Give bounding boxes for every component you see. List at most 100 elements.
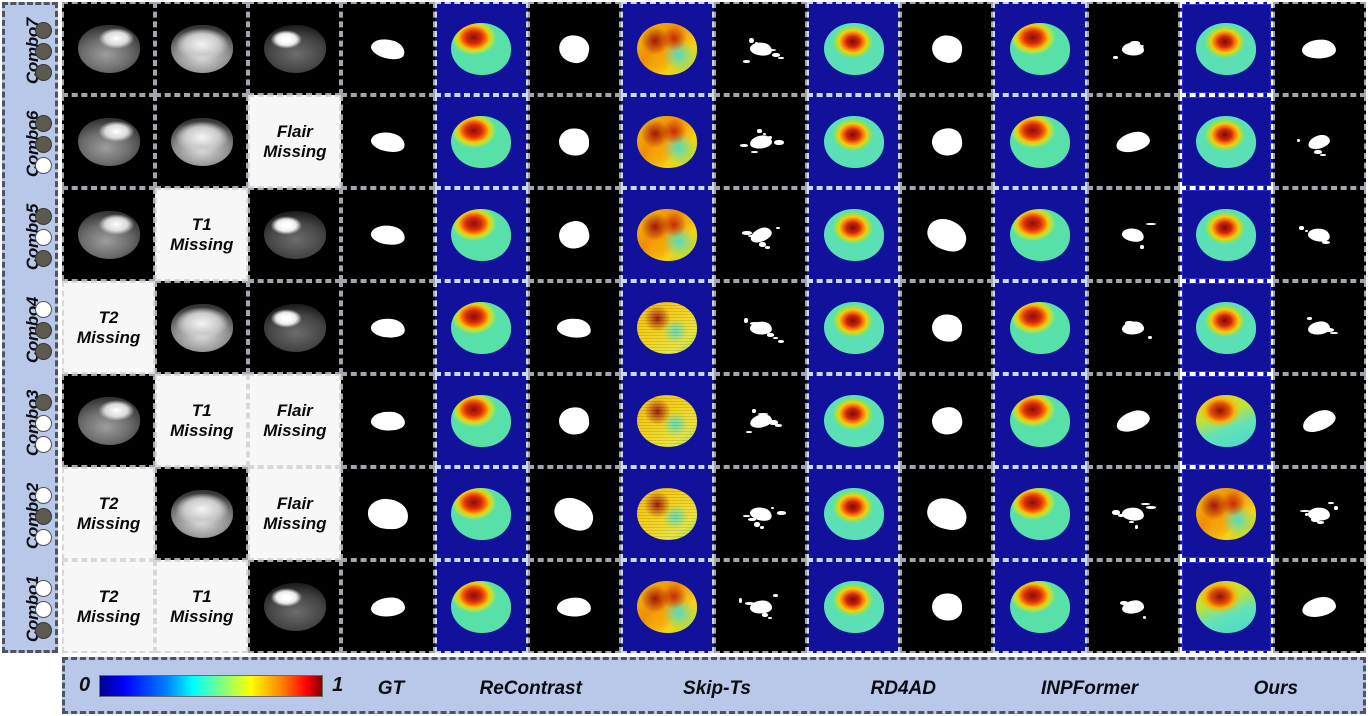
mask-speck (764, 245, 770, 249)
mask-speck (1324, 327, 1335, 332)
heatmap-cell-inpformer (993, 560, 1087, 653)
missing-modality-cell-t2: T2 Missing (62, 281, 156, 374)
mask-shape (557, 405, 591, 436)
prediction-cell-rd4ad (900, 281, 994, 374)
heatmap-cell-ours (1179, 374, 1273, 467)
mask-speck (772, 336, 778, 339)
heatmap-cell-recontrast (434, 281, 528, 374)
colorbar-min-label: 0 (79, 674, 91, 696)
mask-speck (762, 415, 766, 419)
mask-shape (368, 34, 408, 63)
mask-shape (367, 497, 409, 530)
anomaly-heatmap-warmC (1196, 22, 1257, 75)
mask-speck (1126, 604, 1133, 607)
modality-dot-flair-off (35, 529, 52, 546)
segmentation-mask (360, 212, 416, 258)
mask-speck (1118, 513, 1125, 517)
heatmap-cell-ours (1179, 560, 1273, 653)
mask-speck (1125, 320, 1135, 325)
prediction-cell-skip-ts (714, 374, 808, 467)
mask-shape (931, 592, 963, 621)
combo-row-combo5: Combo5 (5, 191, 61, 284)
input-modality-cell-flair-mri (248, 560, 342, 653)
mask-shape (930, 33, 964, 64)
prediction-cell-rd4ad (900, 467, 994, 560)
mask-speck (1113, 55, 1119, 59)
mask-speck (1322, 240, 1331, 244)
mask-speck (1130, 40, 1141, 45)
mask-shape (929, 404, 965, 437)
t2-mri-image (77, 117, 140, 166)
segmentation-mask (546, 305, 602, 351)
heatmap-cell-rd4ad (807, 374, 901, 467)
anomaly-heatmap-warmTL (1009, 301, 1070, 354)
colorbar-gradient (99, 674, 324, 697)
heatmap-cell-rd4ad (807, 281, 901, 374)
modality-dot-t2-on (35, 394, 52, 411)
t2-mri-image (77, 210, 140, 259)
flair-mri-image (263, 210, 326, 259)
missing-modality-cell-t1: T1 Missing (155, 188, 249, 281)
segmentation-mask (360, 26, 416, 72)
anomaly-heatmap-warmC (1196, 115, 1257, 168)
mask-speck (1143, 615, 1147, 619)
heatmap-cell-inpformer (993, 374, 1087, 467)
prediction-cell-skip-ts (714, 560, 808, 653)
modality-dot-t2-off (35, 580, 52, 597)
input-modality-cell-t2-mri (62, 188, 156, 281)
anomaly-heatmap-warmTL (1009, 580, 1070, 633)
prediction-cell-inpformer (1086, 95, 1180, 188)
modality-dot-flair-on (35, 343, 52, 360)
prediction-cell-inpformer (1086, 467, 1180, 560)
heatmap-cell-recontrast (434, 188, 528, 281)
mask-speck (758, 241, 766, 247)
segmentation-mask (360, 119, 416, 165)
prediction-cell-recontrast (527, 281, 621, 374)
mask-speck (760, 328, 770, 331)
mask-speck (1120, 600, 1129, 605)
segmentation-mask (1105, 398, 1161, 444)
prediction-cell-recontrast (527, 374, 621, 467)
modality-dot-flair-on (35, 622, 52, 639)
input-modality-cell-t2-mri (62, 2, 156, 95)
prediction-cell-ours (1272, 560, 1366, 653)
anomaly-heatmap-warmTL (451, 394, 512, 447)
anomaly-heatmap-warmC (1196, 208, 1257, 261)
prediction-cell-ours (1272, 374, 1366, 467)
mask-speck (1131, 324, 1139, 327)
missing-modality-text: T2 Missing (76, 308, 141, 347)
mask-speck (773, 139, 784, 145)
combo-legend-rail: Combo7 Combo6 Combo5 Combo4 Combo3 Combo2 Comb… (2, 2, 58, 653)
prediction-cell-rd4ad (900, 188, 994, 281)
mask-shape (556, 595, 592, 618)
mask-speck (759, 525, 764, 529)
modality-dot-flair-off (35, 157, 52, 174)
heatmap-cell-inpformer (993, 467, 1087, 560)
ground-truth-cell (341, 560, 435, 653)
segmentation-mask (546, 26, 602, 72)
mask-shape (559, 127, 590, 156)
mask-speck (1300, 509, 1311, 512)
mask-speck (1129, 520, 1135, 523)
mask-speck (739, 143, 748, 147)
prediction-cell-recontrast (527, 2, 621, 95)
mask-shape (369, 128, 407, 155)
mask-speck (753, 521, 760, 527)
mask-speck (1305, 229, 1309, 232)
missing-modality-text: T2 Missing (76, 587, 141, 626)
prediction-cell-rd4ad (900, 2, 994, 95)
segmentation-mask (546, 398, 602, 444)
modality-dot-t1-off (35, 415, 52, 432)
method-label-ours: Ours (1253, 678, 1299, 699)
heatmap-cell-rd4ad (807, 560, 901, 653)
mask-speck (1140, 244, 1145, 249)
prediction-cell-rd4ad (900, 374, 994, 467)
segmentation-mask (919, 212, 975, 258)
heatmap-cell-inpformer (993, 281, 1087, 374)
input-modality-cell-flair-mri (248, 281, 342, 374)
mask-speck (750, 150, 758, 153)
mask-shape (556, 217, 593, 252)
mask-shape (931, 313, 963, 342)
t1-mri-image (170, 303, 233, 352)
prediction-cell-inpformer (1086, 281, 1180, 374)
